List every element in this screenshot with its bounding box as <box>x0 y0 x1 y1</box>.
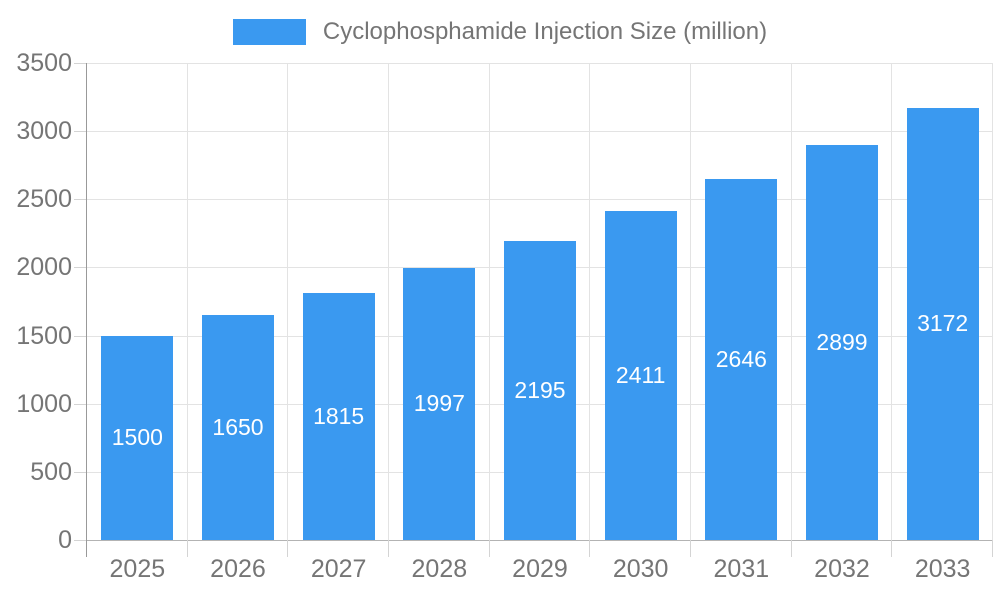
y-axis-tick <box>74 199 87 201</box>
x-axis-label: 2028 <box>411 555 468 583</box>
x-axis-tick <box>287 540 288 557</box>
y-axis-tick <box>74 63 87 64</box>
bar-2030[interactable]: 2411 <box>604 211 677 540</box>
gridline-horizontal <box>87 63 993 64</box>
gridline-vertical <box>791 63 792 540</box>
y-axis-tick <box>74 540 87 541</box>
plot-area: 1500 1650 1815 1997 2195 2411 2646 2899 3172 <box>87 63 993 541</box>
y-axis-label: 500 <box>30 457 72 486</box>
y-axis-label: 2000 <box>16 253 72 282</box>
y-axis-label: 3000 <box>16 117 72 146</box>
x-axis-label: 2032 <box>814 555 870 583</box>
bar-2031[interactable]: 2646 <box>705 179 778 540</box>
gridline-vertical <box>489 63 490 540</box>
bar-2026[interactable]: 1650 <box>202 315 274 540</box>
gridline-vertical <box>891 63 892 540</box>
x-axis-label: 2030 <box>612 555 669 583</box>
gridline-vertical <box>690 63 691 540</box>
bar-2033[interactable]: 3172 <box>906 107 979 540</box>
x-axis-tick <box>891 540 892 557</box>
legend-swatch <box>232 19 306 45</box>
y-axis-tick <box>74 267 87 269</box>
x-axis-label: 2029 <box>512 555 568 583</box>
bar-value-label: 2411 <box>615 362 666 389</box>
gridline-vertical <box>589 63 590 540</box>
y-axis-label: 2500 <box>16 185 72 214</box>
y-axis-line <box>86 63 87 557</box>
x-axis-tick <box>992 540 993 557</box>
gridline-vertical <box>187 63 188 540</box>
y-axis-tick <box>74 403 87 405</box>
x-axis-tick <box>589 540 590 557</box>
y-axis-tick <box>74 335 87 337</box>
x-axis-label: 2033 <box>914 555 971 583</box>
bar-value-label: 3172 <box>917 310 969 337</box>
bar-value-label: 2195 <box>514 376 566 403</box>
x-axis-tick <box>187 540 188 557</box>
bar-2029[interactable]: 2195 <box>504 240 576 540</box>
x-axis-tick <box>791 540 792 557</box>
bar-value-label: 1650 <box>212 414 264 441</box>
x-axis-label: 2026 <box>210 555 266 583</box>
x-axis-label: 2025 <box>109 555 166 583</box>
bar-2027[interactable]: 1815 <box>302 292 375 540</box>
gridline-horizontal <box>87 131 993 133</box>
bar-2032[interactable]: 2899 <box>806 144 878 540</box>
bar-value-label: 1815 <box>313 402 365 429</box>
gridline-horizontal <box>87 540 993 541</box>
x-axis-tick <box>489 540 490 557</box>
y-axis-label: 1000 <box>16 389 72 418</box>
gridline-vertical <box>992 63 993 540</box>
bar-value-label: 2899 <box>816 328 868 355</box>
x-axis-tick <box>690 540 691 557</box>
y-axis-label: 0 <box>58 526 72 554</box>
bar-2025[interactable]: 1500 <box>101 335 174 540</box>
x-axis-label: 2031 <box>713 555 770 583</box>
gridline-vertical <box>388 63 389 540</box>
y-axis-tick <box>74 131 87 133</box>
bar-value-label: 1500 <box>111 424 163 451</box>
bar-value-label: 2646 <box>715 346 767 373</box>
x-axis-tick <box>388 540 389 557</box>
legend-item[interactable]: Cyclophosphamide Injection Size (million… <box>0 18 1000 46</box>
legend-label: Cyclophosphamide Injection Size (million… <box>322 18 768 45</box>
y-axis-tick <box>74 471 87 473</box>
bar-2028[interactable]: 1997 <box>403 267 476 540</box>
gridline-horizontal <box>87 199 993 201</box>
bar-value-label: 1997 <box>413 390 465 417</box>
y-axis-label: 1500 <box>16 321 72 350</box>
y-axis-label: 3500 <box>16 49 72 77</box>
gridline-vertical <box>287 63 288 540</box>
x-axis-label: 2027 <box>310 555 367 583</box>
